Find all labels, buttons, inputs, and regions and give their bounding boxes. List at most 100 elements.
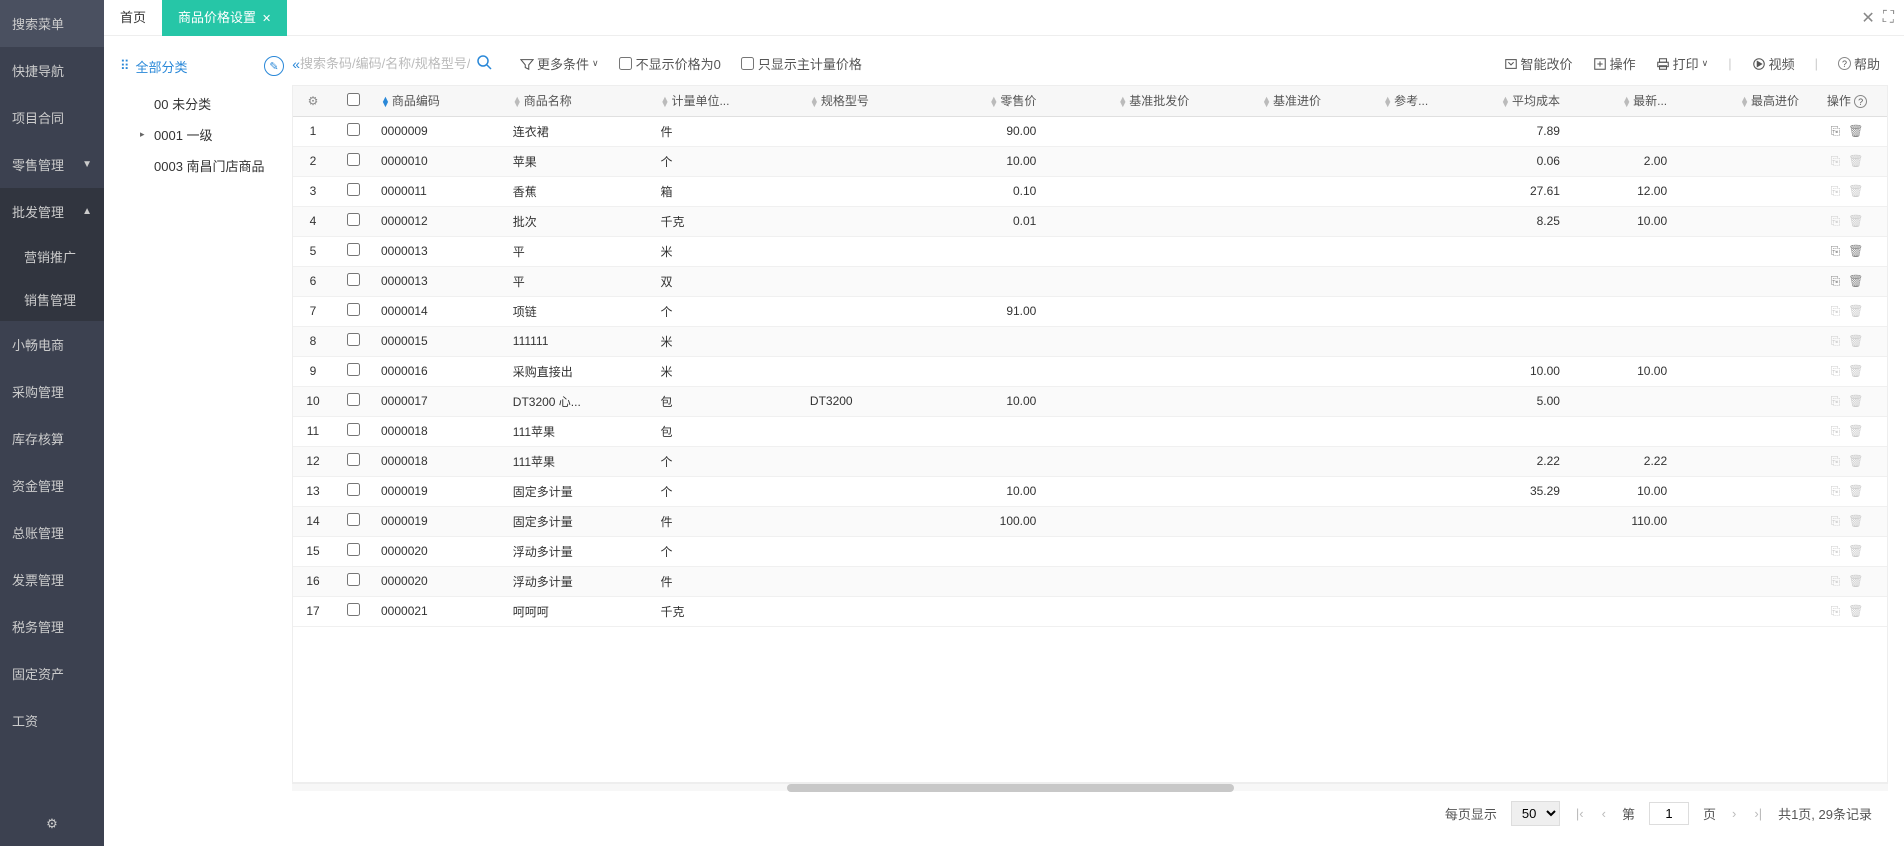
- sidebar-item[interactable]: 总账管理: [0, 509, 104, 556]
- row-checkbox[interactable]: [347, 213, 360, 226]
- search-icon[interactable]: [476, 54, 492, 73]
- table-row[interactable]: 4 0000012 批次 千克 0.01 8.25 10.00 ⎘🗑: [293, 206, 1887, 236]
- operate-button[interactable]: 操作: [1593, 54, 1636, 73]
- page-input[interactable]: [1649, 802, 1689, 825]
- row-checkbox[interactable]: [347, 483, 360, 496]
- table-row[interactable]: 15 0000020 浮动多计量 个 ⎘🗑: [293, 536, 1887, 566]
- close-all-tabs-icon[interactable]: ✕: [1861, 8, 1874, 28]
- column-header[interactable]: ▲▼计量单位...: [653, 86, 802, 116]
- column-header[interactable]: ▲▼商品编码: [373, 86, 505, 116]
- sidebar-item[interactable]: 项目合同: [0, 94, 104, 141]
- help-icon[interactable]: ?: [1854, 95, 1867, 108]
- sort-icon[interactable]: ▲▼: [1383, 97, 1392, 107]
- hide-zero-price-checkbox[interactable]: 不显示价格为0: [619, 54, 721, 73]
- sort-icon[interactable]: ▲▼: [1622, 97, 1631, 107]
- per-page-select[interactable]: 50: [1511, 801, 1560, 826]
- delete-row-icon[interactable]: 🗑: [1848, 274, 1863, 289]
- row-checkbox[interactable]: [347, 303, 360, 316]
- column-header[interactable]: ▲▼商品名称: [505, 86, 653, 116]
- sort-icon[interactable]: ▲▼: [381, 97, 390, 107]
- table-row[interactable]: 3 0000011 香蕉 箱 0.10 27.61 12.00 ⎘🗑: [293, 176, 1887, 206]
- sidebar-item[interactable]: 资金管理: [0, 462, 104, 509]
- table-row[interactable]: 6 0000013 平 双 ⎘🗑: [293, 266, 1887, 296]
- video-button[interactable]: 视频: [1752, 54, 1795, 73]
- column-header[interactable]: ▲▼基准批发价: [1044, 86, 1197, 116]
- row-checkbox[interactable]: [347, 243, 360, 256]
- gear-icon[interactable]: ⚙: [308, 94, 319, 108]
- sidebar-item[interactable]: 工资: [0, 697, 104, 744]
- settings-button[interactable]: ⚙: [0, 802, 104, 846]
- edit-row-icon[interactable]: ⎘: [1831, 124, 1841, 139]
- delete-row-icon[interactable]: 🗑: [1848, 244, 1863, 259]
- row-checkbox[interactable]: [347, 573, 360, 586]
- row-checkbox[interactable]: [347, 273, 360, 286]
- column-header[interactable]: ▲▼规格型号: [802, 86, 934, 116]
- collapse-tree-icon[interactable]: «: [292, 56, 300, 72]
- table-row[interactable]: 14 0000019 固定多计量 件 100.00 110.00 ⎘🗑: [293, 506, 1887, 536]
- column-header[interactable]: ⚙: [293, 86, 333, 116]
- sidebar-subitem[interactable]: 销售管理: [0, 278, 104, 321]
- sort-icon[interactable]: ▲▼: [661, 97, 670, 107]
- prev-page-button[interactable]: ‹: [1600, 806, 1608, 821]
- row-checkbox[interactable]: [347, 603, 360, 616]
- tree-title[interactable]: 全部分类: [136, 57, 188, 76]
- sort-icon[interactable]: ▲▼: [1501, 97, 1510, 107]
- edit-row-icon[interactable]: ⎘: [1831, 244, 1841, 259]
- tab[interactable]: 商品价格设置✕: [162, 0, 287, 36]
- delete-row-icon[interactable]: 🗑: [1848, 124, 1863, 139]
- row-checkbox[interactable]: [347, 333, 360, 346]
- tab[interactable]: 首页: [104, 0, 162, 36]
- first-page-button[interactable]: |‹: [1574, 806, 1586, 821]
- table-row[interactable]: 8 0000015 111111 米 ⎘🗑: [293, 326, 1887, 356]
- horizontal-scrollbar[interactable]: [292, 783, 1888, 791]
- sort-icon[interactable]: ▲▼: [810, 97, 819, 107]
- column-header[interactable]: [333, 86, 373, 116]
- print-button[interactable]: 打印 ∨: [1656, 54, 1709, 73]
- column-header[interactable]: 操作 ?: [1807, 86, 1887, 116]
- next-page-button[interactable]: ›: [1730, 806, 1738, 821]
- smart-price-button[interactable]: 智能改价: [1504, 54, 1573, 73]
- column-header[interactable]: ▲▼参考...: [1329, 86, 1436, 116]
- row-checkbox[interactable]: [347, 453, 360, 466]
- sidebar-item[interactable]: 采购管理: [0, 368, 104, 415]
- row-checkbox[interactable]: [347, 543, 360, 556]
- sidebar-item[interactable]: 税务管理: [0, 603, 104, 650]
- tree-node[interactable]: ▸0001 一级: [140, 119, 284, 150]
- table-row[interactable]: 9 0000016 采购直接出 米 10.00 10.00 ⎘🗑: [293, 356, 1887, 386]
- sidebar-item[interactable]: 小畅电商: [0, 321, 104, 368]
- column-header[interactable]: ▲▼基准进价: [1197, 86, 1329, 116]
- sidebar-item[interactable]: 搜索菜单: [0, 0, 104, 47]
- table-scroll[interactable]: ⚙ ▲▼商品编码▲▼商品名称▲▼计量单位...▲▼规格型号▲▼零售价▲▼基准批发价…: [292, 85, 1888, 783]
- sidebar-item[interactable]: 零售管理▼: [0, 141, 104, 188]
- scrollbar-thumb[interactable]: [787, 784, 1234, 792]
- sort-icon[interactable]: ▲▼: [1740, 97, 1749, 107]
- table-row[interactable]: 17 0000021 呵呵呵 千克 ⎘🗑: [293, 596, 1887, 626]
- table-row[interactable]: 7 0000014 项链 个 91.00 ⎘🗑: [293, 296, 1887, 326]
- select-all-checkbox[interactable]: [347, 93, 360, 106]
- row-checkbox[interactable]: [347, 423, 360, 436]
- sidebar-item[interactable]: 发票管理: [0, 556, 104, 603]
- column-header[interactable]: ▲▼最高进价: [1675, 86, 1807, 116]
- sidebar-item[interactable]: 固定资产: [0, 650, 104, 697]
- table-row[interactable]: 13 0000019 固定多计量 个 10.00 35.29 10.00 ⎘🗑: [293, 476, 1887, 506]
- row-checkbox[interactable]: [347, 363, 360, 376]
- close-tab-icon[interactable]: ✕: [262, 13, 271, 25]
- table-row[interactable]: 5 0000013 平 米 ⎘🗑: [293, 236, 1887, 266]
- tree-node[interactable]: 0003 南昌门店商品: [140, 150, 284, 181]
- table-row[interactable]: 2 0000010 苹果 个 10.00 0.06 2.00 ⎘🗑: [293, 146, 1887, 176]
- column-header[interactable]: ▲▼零售价: [934, 86, 1045, 116]
- table-row[interactable]: 1 0000009 连衣裙 件 90.00 7.89 ⎘🗑: [293, 116, 1887, 146]
- sort-icon[interactable]: ▲▼: [1262, 97, 1271, 107]
- edit-row-icon[interactable]: ⎘: [1831, 274, 1841, 289]
- sort-icon[interactable]: ▲▼: [989, 97, 998, 107]
- more-conditions[interactable]: 更多条件 ∨: [520, 54, 599, 73]
- sort-icon[interactable]: ▲▼: [1118, 97, 1127, 107]
- table-row[interactable]: 12 0000018 111苹果 个 2.22 2.22 ⎘🗑: [293, 446, 1887, 476]
- search-input[interactable]: [300, 56, 470, 71]
- sort-icon[interactable]: ▲▼: [513, 97, 522, 107]
- sidebar-item[interactable]: 批发管理▲: [0, 188, 104, 235]
- table-row[interactable]: 11 0000018 111苹果 包 ⎘🗑: [293, 416, 1887, 446]
- row-checkbox[interactable]: [347, 153, 360, 166]
- row-checkbox[interactable]: [347, 393, 360, 406]
- column-header[interactable]: ▲▼最新...: [1568, 86, 1675, 116]
